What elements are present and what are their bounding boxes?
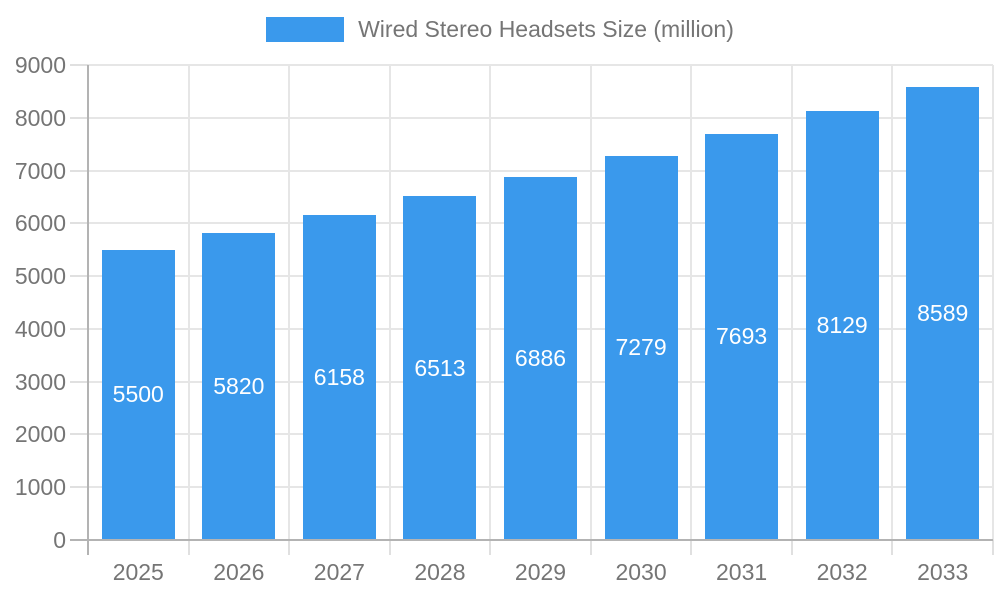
y-axis-tick	[70, 380, 88, 383]
x-tick-label: 2030	[615, 559, 667, 585]
y-axis-tick	[70, 486, 88, 489]
bar: 6158	[302, 215, 376, 540]
legend-label: Wired Stereo Headsets Size (million)	[358, 16, 734, 42]
y-axis-tick	[70, 116, 88, 119]
x-tick-label: 2027	[313, 559, 365, 585]
gridline-vertical	[188, 65, 190, 540]
gridline-horizontal	[88, 116, 993, 119]
bar: 7279	[604, 155, 678, 540]
y-tick-label: 2000	[14, 421, 66, 448]
legend-swatch	[266, 17, 345, 42]
gridline-horizontal	[88, 169, 993, 172]
y-axis-tick	[70, 327, 88, 330]
x-axis-tick	[992, 540, 994, 555]
x-axis-tick	[288, 540, 290, 555]
x-axis-tick	[389, 540, 391, 555]
gridline-vertical	[288, 65, 290, 540]
y-axis-tick	[70, 433, 88, 436]
x-tick-label: 2033	[917, 559, 969, 585]
bar-value-label: 5500	[112, 381, 164, 408]
gridline-horizontal	[88, 64, 993, 66]
x-axis-tick	[489, 540, 491, 555]
gridline-vertical	[590, 65, 592, 540]
bar-value-label: 7279	[615, 334, 667, 361]
y-axis-line	[87, 65, 89, 555]
bar: 5820	[202, 232, 276, 540]
x-axis-tick	[188, 540, 190, 555]
bar-value-label: 8129	[816, 311, 868, 338]
bar: 8129	[805, 110, 879, 540]
gridline-vertical	[891, 65, 893, 540]
y-tick-label: 4000	[14, 315, 66, 342]
x-tick-label: 2032	[816, 559, 868, 585]
x-axis-tick	[791, 540, 793, 555]
x-axis-tick	[891, 540, 893, 555]
bar: 6886	[504, 176, 577, 540]
x-tick-label: 2026	[213, 559, 265, 585]
bar-value-label: 6886	[514, 344, 567, 371]
bar-value-label: 6158	[313, 364, 365, 390]
bar-value-label: 6513	[414, 354, 466, 381]
gridline-vertical	[690, 65, 692, 540]
x-axis-line	[70, 539, 993, 541]
y-axis-tick	[70, 169, 88, 172]
bar-value-label: 5820	[213, 372, 265, 399]
y-axis-tick	[70, 275, 88, 278]
gridline-vertical	[389, 65, 391, 540]
x-tick-label: 2028	[414, 559, 466, 585]
x-tick-label: 2029	[514, 559, 567, 585]
bar: 5500	[101, 249, 175, 540]
y-axis-tick	[70, 222, 88, 225]
y-tick-label: 7000	[14, 157, 66, 184]
x-tick-label: 2031	[716, 559, 768, 585]
bar: 8589	[906, 86, 980, 540]
x-axis-tick	[590, 540, 592, 555]
x-tick-label: 2025	[112, 559, 164, 585]
x-axis-tick	[690, 540, 692, 555]
plot-area: 5500 5820 6158 6513 6886 7279 7693 8129 8589	[88, 64, 994, 540]
y-tick-label: 0	[53, 527, 66, 553]
y-tick-label: 6000	[14, 210, 66, 237]
bar-value-label: 8589	[917, 299, 969, 326]
y-tick-label: 9000	[14, 52, 66, 78]
y-tick-label: 5000	[14, 263, 66, 290]
gridline-vertical	[489, 65, 491, 540]
y-tick-label: 3000	[14, 368, 66, 395]
gridline-vertical	[992, 65, 994, 540]
y-tick-label: 1000	[14, 474, 66, 501]
bar-value-label: 7693	[716, 323, 768, 350]
bar: 6513	[403, 196, 477, 540]
y-axis-tick	[70, 64, 88, 66]
legend: Wired Stereo Headsets Size (million)	[0, 16, 1000, 43]
bar: 7693	[705, 133, 779, 540]
y-tick-label: 8000	[14, 104, 66, 131]
gridline-vertical	[791, 65, 793, 540]
